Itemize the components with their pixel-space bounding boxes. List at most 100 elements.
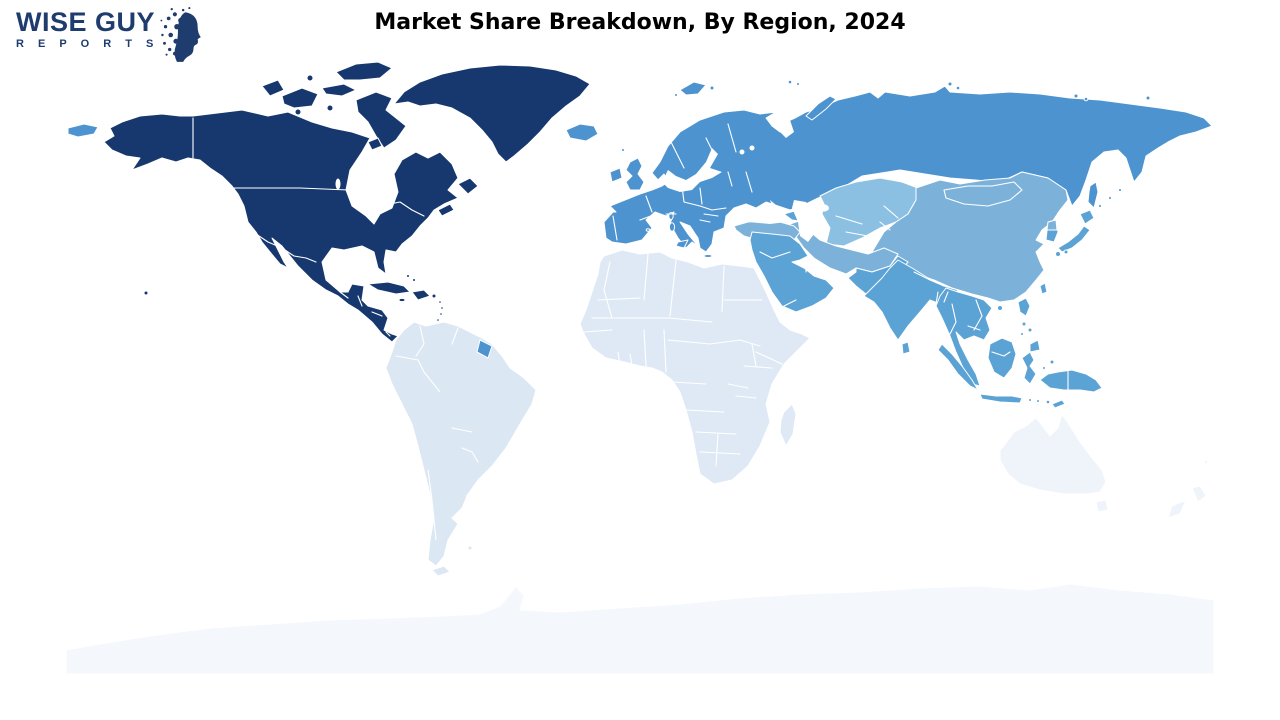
sea-black (732, 200, 786, 224)
island-tierra-del-fuego (431, 565, 451, 577)
island-kyushu (1055, 251, 1061, 257)
arctic-island (321, 83, 357, 97)
island-novaya-zemlya (805, 95, 837, 121)
region-south-america (385, 321, 537, 577)
lake-huron (368, 194, 374, 200)
island-sardinia (668, 222, 676, 232)
island-mindanao (1029, 339, 1041, 353)
island-falklands (467, 545, 473, 551)
region-africa (579, 249, 811, 485)
russia-chukotka-west-edge (67, 123, 99, 138)
island-cuba (367, 281, 411, 295)
arctic-island (306, 74, 314, 82)
island-newfoundland (457, 177, 479, 195)
island-wrangel (1145, 95, 1151, 101)
island-nz-north (1191, 485, 1207, 503)
island-hispaniola (411, 289, 431, 301)
lake-superior (350, 194, 358, 200)
island-sicily (675, 239, 689, 249)
island-borneo (987, 337, 1017, 379)
continent-africa (579, 249, 811, 485)
lake-onega (749, 145, 755, 151)
wise-guy-logo: WISE GUY R E P O R T S (16, 7, 205, 64)
region-north-korea (1046, 219, 1058, 231)
island-nova-scotia (437, 203, 455, 217)
chart-title: Market Share Breakdown, By Region, 2024 (374, 10, 906, 35)
arctic-island-banks (261, 79, 285, 97)
island-sakhalin (1087, 181, 1099, 209)
island-kuril (1098, 204, 1102, 208)
island-bahamas (406, 274, 410, 278)
island-hawaii (143, 290, 149, 296)
island-puerto-rico (431, 293, 437, 299)
logo-subtitle: R E P O R T S (16, 38, 159, 51)
island-antilles (440, 306, 444, 310)
arctic-island (294, 108, 302, 116)
island-antilles (439, 312, 443, 316)
island-tasmania (1095, 499, 1109, 513)
country-iceland (565, 123, 599, 142)
island-svalbard (709, 85, 715, 91)
island-antilles (436, 318, 440, 322)
island-lesser-sunda (1036, 399, 1040, 403)
lake-winnipeg (335, 178, 341, 190)
island-sulawesi (1021, 351, 1037, 385)
island-severnaya-zemlya (955, 85, 961, 91)
logo-text: WISE GUY R E P O R T S (16, 7, 159, 51)
island-bahamas (412, 278, 416, 282)
lake-erie (376, 200, 382, 206)
continent-south-america (385, 321, 537, 567)
island-new-siberian (1083, 96, 1089, 102)
island-taiwan (1039, 282, 1048, 295)
lake-michigan (359, 198, 367, 204)
arctic-island (335, 61, 393, 81)
island-timor (1051, 399, 1066, 409)
country-borders (192, 117, 1069, 541)
country-greenland (393, 64, 591, 163)
arctic-island-victoria (281, 87, 319, 109)
arctic-island-baffin (355, 91, 407, 149)
country-canada-usa-mexico (103, 109, 459, 343)
sea-white (778, 116, 794, 138)
country-levant-iraq-arabia (749, 231, 835, 313)
island-philippines (1020, 332, 1024, 336)
island-lesser-sunda (1028, 398, 1032, 402)
island-java (979, 393, 1023, 404)
country-ireland (609, 167, 623, 183)
country-united-kingdom (625, 157, 645, 191)
landmass-europe-russia (603, 85, 1213, 253)
island-crete (703, 254, 713, 258)
island-hokkaido (1079, 209, 1095, 225)
island-nz-south (1167, 499, 1187, 519)
island-new-guinea (1039, 369, 1103, 393)
island-new-siberian (1073, 93, 1079, 99)
logo-face-icon (160, 7, 201, 62)
island-franz-josef (787, 79, 793, 85)
island-shikoku (1063, 249, 1069, 255)
island-svalbard (674, 93, 678, 97)
island-honshu (1057, 225, 1091, 253)
island-philippines (1027, 327, 1033, 333)
country-australia (999, 413, 1107, 495)
territory-french-guiana (476, 339, 493, 359)
island-madagascar (779, 403, 797, 447)
island-antilles (438, 300, 442, 304)
country-iran-afghanistan (789, 219, 899, 275)
island-sri-lanka (901, 341, 911, 355)
sea-baltic (662, 148, 722, 192)
island-pacific (1204, 460, 1208, 464)
island-jamaica (398, 297, 406, 303)
sea-caspian (792, 200, 814, 242)
region-europe-russia (67, 79, 1213, 359)
seas-lakes (335, 116, 829, 242)
island-kuril (1108, 196, 1112, 200)
island-hainan (997, 305, 1003, 311)
island-philippines (1021, 321, 1027, 327)
region-north-america (103, 61, 591, 343)
logo-wordmark: WISE GUY (16, 7, 156, 37)
island-franz-josef (796, 82, 800, 86)
island-severnaya-zemlya (947, 81, 953, 87)
arctic-island (326, 104, 334, 112)
country-north-korea (1046, 219, 1058, 231)
